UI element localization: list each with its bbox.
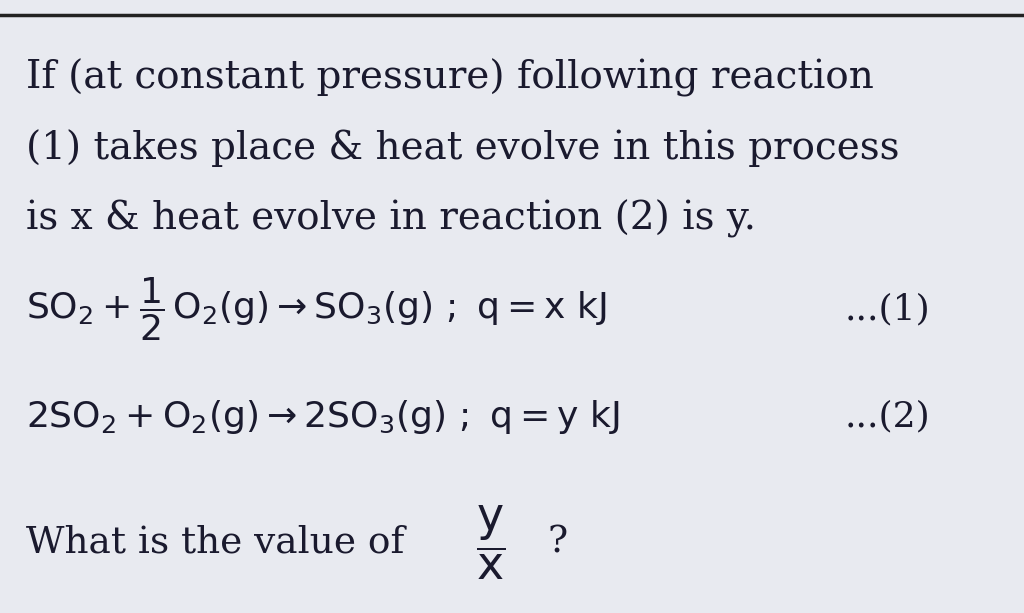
Text: (1) takes place & heat evolve in this process: (1) takes place & heat evolve in this pr… xyxy=(26,129,899,167)
Text: $\mathrm{SO_2 + \dfrac{1}{2}\,O_2(g) \rightarrow SO_3(g)\ ;\ q = x\ kJ}$: $\mathrm{SO_2 + \dfrac{1}{2}\,O_2(g) \ri… xyxy=(26,276,606,343)
Text: What is the value of: What is the value of xyxy=(26,525,404,560)
Text: $\mathrm{2SO_2 + O_2(g) \rightarrow 2SO_3(g)\ ;\ q = y\ kJ}$: $\mathrm{2SO_2 + O_2(g) \rightarrow 2SO_… xyxy=(26,398,620,436)
Text: $\dfrac{\mathrm{y}}{\mathrm{x}}$: $\dfrac{\mathrm{y}}{\mathrm{x}}$ xyxy=(476,503,505,582)
Text: If (at constant pressure) following reaction: If (at constant pressure) following reac… xyxy=(26,58,873,97)
Text: ...(1): ...(1) xyxy=(845,292,931,327)
Text: ?: ? xyxy=(548,525,568,560)
Text: ...(2): ...(2) xyxy=(845,400,931,434)
Text: is x & heat evolve in reaction (2) is y.: is x & heat evolve in reaction (2) is y. xyxy=(26,199,756,238)
